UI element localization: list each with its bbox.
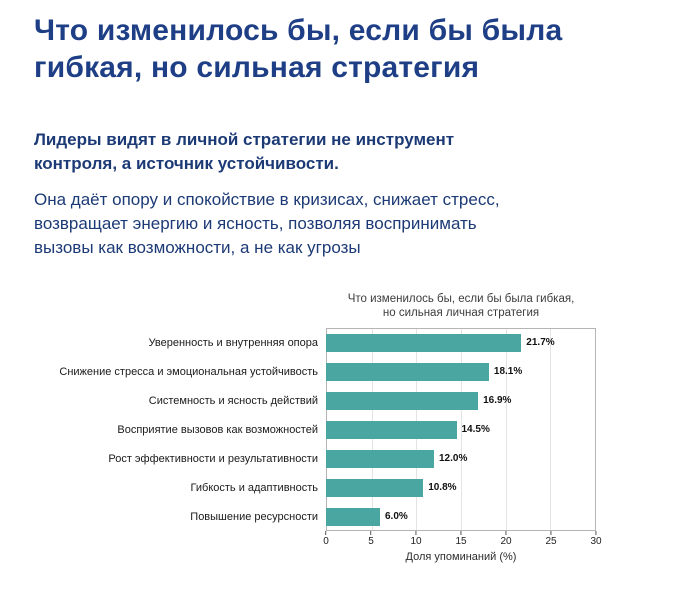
- chart-row: Гибкость и адаптивность 10.8%: [30, 473, 596, 502]
- bar-track: 18.1%: [326, 362, 596, 381]
- x-tick: 25: [545, 531, 557, 547]
- category-label: Системность и ясность действий: [148, 394, 318, 407]
- x-tick: 0: [323, 531, 329, 547]
- category-label: Уверенность и внутренняя опора: [148, 336, 318, 349]
- slide-body-line-2: возвращает энергию и ясность, позволяя в…: [34, 214, 477, 233]
- x-tick: 10: [410, 531, 422, 547]
- tick-mark: [370, 531, 372, 535]
- bar: [326, 362, 489, 381]
- chart-row: Рост эффективности и результативности 12.…: [30, 444, 596, 473]
- slide-body-text: Она даёт опору и спокойствие в кризисах,…: [34, 188, 639, 260]
- x-axis: 0 5 10 15 20 25 30: [323, 531, 602, 549]
- slide-body-line-3: вызовы как возможности, а не как угрозы: [34, 238, 361, 257]
- value-label: 21.7%: [526, 337, 555, 348]
- slide-body-line-1: Она даёт опору и спокойствие в кризисах,…: [34, 190, 500, 209]
- bar-track: 12.0%: [326, 449, 596, 468]
- value-label: 10.8%: [428, 482, 457, 493]
- chart-plot: Уверенность и внутренняя опора 21.7% Сниже…: [30, 328, 602, 563]
- category-label: Рост эффективности и результативности: [108, 452, 318, 465]
- tick-mark: [550, 531, 552, 535]
- bar: [326, 333, 522, 352]
- x-tick: 20: [500, 531, 512, 547]
- value-label: 6.0%: [385, 511, 408, 522]
- category-label: Снижение стресса и эмоциональная устойчи…: [59, 365, 318, 378]
- bar: [326, 507, 380, 526]
- value-label: 14.5%: [461, 424, 490, 435]
- chart-row: Системность и ясность действий 16.9%: [30, 386, 596, 415]
- tick-label: 5: [368, 536, 374, 547]
- chart-row: Уверенность и внутренняя опора 21.7%: [30, 328, 596, 357]
- bar: [326, 420, 457, 439]
- tick-label: 25: [545, 536, 557, 547]
- chart-row: Восприятие вызовов как возможностей 14.5%: [30, 415, 596, 444]
- chart-title-line-1: Что изменилось бы, если бы была гибкая,: [347, 293, 575, 305]
- tick-label: 15: [455, 536, 467, 547]
- tick-mark: [325, 531, 327, 535]
- tick-label: 20: [500, 536, 512, 547]
- bar-track: 16.9%: [326, 391, 596, 410]
- slide-title-line-2: гибкая, но сильная стратегия: [34, 51, 480, 84]
- slide-header: Что изменилось бы, если бы была гибкая, …: [0, 0, 673, 260]
- category-label: Гибкость и адаптивность: [190, 481, 318, 494]
- tick-label: 0: [323, 536, 329, 547]
- chart-title-line-2: но сильная личная стратегия: [382, 307, 540, 319]
- chart-title: Что изменилось бы, если бы была гибкая, …: [326, 292, 596, 320]
- chart-rows: Уверенность и внутренняя опора 21.7% Сниже…: [30, 328, 596, 531]
- slide-subtitle-line-2: контроля, а источник устойчивости.: [34, 154, 339, 173]
- tick-mark: [505, 531, 507, 535]
- bar-track: 21.7%: [326, 333, 596, 352]
- tick-label: 30: [590, 536, 602, 547]
- chart-row: Снижение стресса и эмоциональная устойчи…: [30, 357, 596, 386]
- tick-mark: [415, 531, 417, 535]
- value-label: 16.9%: [483, 395, 512, 406]
- bar-chart: Что изменилось бы, если бы была гибкая, …: [30, 292, 602, 563]
- x-tick: 5: [368, 531, 374, 547]
- slide-title-line-1: Что изменилось бы, если бы была: [34, 14, 563, 47]
- slide-title: Что изменилось бы, если бы была гибкая, …: [34, 12, 639, 86]
- bar: [326, 449, 434, 468]
- x-axis-label: Доля упоминаний (%): [405, 551, 517, 563]
- bar-track: 10.8%: [326, 478, 596, 497]
- bar-track: 6.0%: [326, 507, 596, 526]
- bar: [326, 391, 479, 410]
- x-tick: 30: [590, 531, 602, 547]
- slide-subtitle: Лидеры видят в личной стратегии не инстр…: [34, 128, 639, 176]
- x-tick: 15: [455, 531, 467, 547]
- bar: [326, 478, 424, 497]
- slide-subtitle-line-1: Лидеры видят в личной стратегии не инстр…: [34, 130, 455, 149]
- category-label: Восприятие вызовов как возможностей: [117, 423, 318, 436]
- chart-row: Повышение ресурсности 6.0%: [30, 502, 596, 531]
- tick-mark: [595, 531, 597, 535]
- bar-track: 14.5%: [326, 420, 596, 439]
- tick-mark: [460, 531, 462, 535]
- value-label: 12.0%: [439, 453, 468, 464]
- tick-label: 10: [410, 536, 422, 547]
- value-label: 18.1%: [493, 366, 523, 377]
- category-label: Повышение ресурсности: [190, 510, 318, 523]
